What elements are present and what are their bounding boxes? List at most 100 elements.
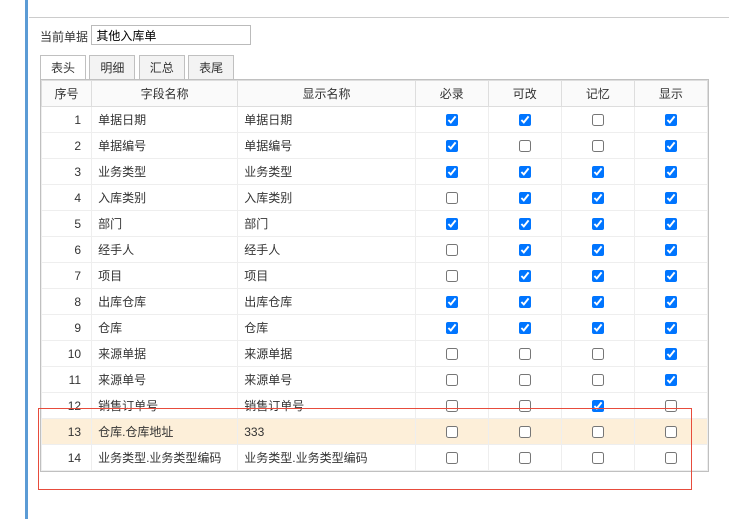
show-checkbox[interactable]: [665, 374, 677, 386]
show-checkbox[interactable]: [665, 400, 677, 412]
required-checkbox[interactable]: [446, 270, 458, 282]
editable-checkbox[interactable]: [519, 166, 531, 178]
cell-idx: 9: [42, 315, 92, 341]
editable-checkbox[interactable]: [519, 270, 531, 282]
show-checkbox[interactable]: [665, 348, 677, 360]
cell-show: [634, 315, 707, 341]
remember-checkbox[interactable]: [592, 348, 604, 360]
required-checkbox[interactable]: [446, 244, 458, 256]
show-checkbox[interactable]: [665, 244, 677, 256]
required-checkbox[interactable]: [446, 296, 458, 308]
table-row: 14业务类型.业务类型编码业务类型.业务类型编码: [42, 445, 708, 471]
show-checkbox[interactable]: [665, 140, 677, 152]
cell-idx: 4: [42, 185, 92, 211]
tab-detail[interactable]: 明细: [89, 55, 135, 79]
show-checkbox[interactable]: [665, 426, 677, 438]
editable-checkbox[interactable]: [519, 114, 531, 126]
cell-show: [634, 211, 707, 237]
cell-editable: [488, 445, 561, 471]
show-checkbox[interactable]: [665, 192, 677, 204]
cell-display: 单据日期: [238, 107, 415, 133]
cell-show: [634, 133, 707, 159]
show-checkbox[interactable]: [665, 218, 677, 230]
remember-checkbox[interactable]: [592, 114, 604, 126]
cell-editable: [488, 185, 561, 211]
required-checkbox[interactable]: [446, 400, 458, 412]
cell-editable: [488, 341, 561, 367]
remember-checkbox[interactable]: [592, 322, 604, 334]
editable-checkbox[interactable]: [519, 192, 531, 204]
show-checkbox[interactable]: [665, 322, 677, 334]
table-row: 12销售订单号销售订单号: [42, 393, 708, 419]
remember-checkbox[interactable]: [592, 296, 604, 308]
editable-checkbox[interactable]: [519, 348, 531, 360]
cell-editable: [488, 211, 561, 237]
remember-checkbox[interactable]: [592, 374, 604, 386]
required-checkbox[interactable]: [446, 192, 458, 204]
editable-checkbox[interactable]: [519, 426, 531, 438]
required-checkbox[interactable]: [446, 166, 458, 178]
show-checkbox[interactable]: [665, 166, 677, 178]
show-checkbox[interactable]: [665, 114, 677, 126]
required-checkbox[interactable]: [446, 452, 458, 464]
table-row: 2单据编号单据编号: [42, 133, 708, 159]
show-checkbox[interactable]: [665, 296, 677, 308]
cell-field: 单据日期: [92, 107, 238, 133]
cell-editable: [488, 133, 561, 159]
editable-checkbox[interactable]: [519, 374, 531, 386]
editable-checkbox[interactable]: [519, 244, 531, 256]
remember-checkbox[interactable]: [592, 192, 604, 204]
col-show: 显示: [634, 81, 707, 107]
cell-show: [634, 263, 707, 289]
editable-checkbox[interactable]: [519, 400, 531, 412]
cell-field: 业务类型: [92, 159, 238, 185]
required-checkbox[interactable]: [446, 322, 458, 334]
remember-checkbox[interactable]: [592, 218, 604, 230]
required-checkbox[interactable]: [446, 348, 458, 360]
remember-checkbox[interactable]: [592, 140, 604, 152]
table-row: 11来源单号来源单号: [42, 367, 708, 393]
remember-checkbox[interactable]: [592, 244, 604, 256]
remember-checkbox[interactable]: [592, 166, 604, 178]
cell-display: 出库仓库: [238, 289, 415, 315]
required-checkbox[interactable]: [446, 374, 458, 386]
tab-summary[interactable]: 汇总: [139, 55, 185, 79]
remember-checkbox[interactable]: [592, 400, 604, 412]
remember-checkbox[interactable]: [592, 270, 604, 282]
tab-tail[interactable]: 表尾: [188, 55, 234, 79]
cell-required: [415, 315, 488, 341]
cell-editable: [488, 367, 561, 393]
cell-idx: 13: [42, 419, 92, 445]
tab-head[interactable]: 表头: [40, 55, 86, 79]
cell-display: 项目: [238, 263, 415, 289]
sub-tab-bar: 表头 明细 汇总 表尾: [40, 55, 709, 79]
table-row: 6经手人经手人: [42, 237, 708, 263]
editable-checkbox[interactable]: [519, 296, 531, 308]
col-editable: 可改: [488, 81, 561, 107]
cell-show: [634, 445, 707, 471]
cell-field: 仓库.仓库地址: [92, 419, 238, 445]
cell-display: 业务类型.业务类型编码: [238, 445, 415, 471]
editable-checkbox[interactable]: [519, 140, 531, 152]
table-row: 9仓库仓库: [42, 315, 708, 341]
cell-show: [634, 419, 707, 445]
table-row: 13仓库.仓库地址333: [42, 419, 708, 445]
required-checkbox[interactable]: [446, 114, 458, 126]
top-tab-1[interactable]: [29, 0, 49, 2]
show-checkbox[interactable]: [665, 270, 677, 282]
table-row: 5部门部门: [42, 211, 708, 237]
fields-table: 序号 字段名称 显示名称 必录 可改 记忆 显示 1单据日期单据日期2单据编号单…: [41, 80, 708, 471]
required-checkbox[interactable]: [446, 218, 458, 230]
editable-checkbox[interactable]: [519, 322, 531, 334]
remember-checkbox[interactable]: [592, 452, 604, 464]
required-checkbox[interactable]: [446, 426, 458, 438]
cell-required: [415, 237, 488, 263]
editable-checkbox[interactable]: [519, 218, 531, 230]
cell-field: 来源单据: [92, 341, 238, 367]
top-tab-2[interactable]: [52, 0, 72, 2]
editable-checkbox[interactable]: [519, 452, 531, 464]
required-checkbox[interactable]: [446, 140, 458, 152]
remember-checkbox[interactable]: [592, 426, 604, 438]
current-doc-input[interactable]: [91, 25, 251, 45]
show-checkbox[interactable]: [665, 452, 677, 464]
